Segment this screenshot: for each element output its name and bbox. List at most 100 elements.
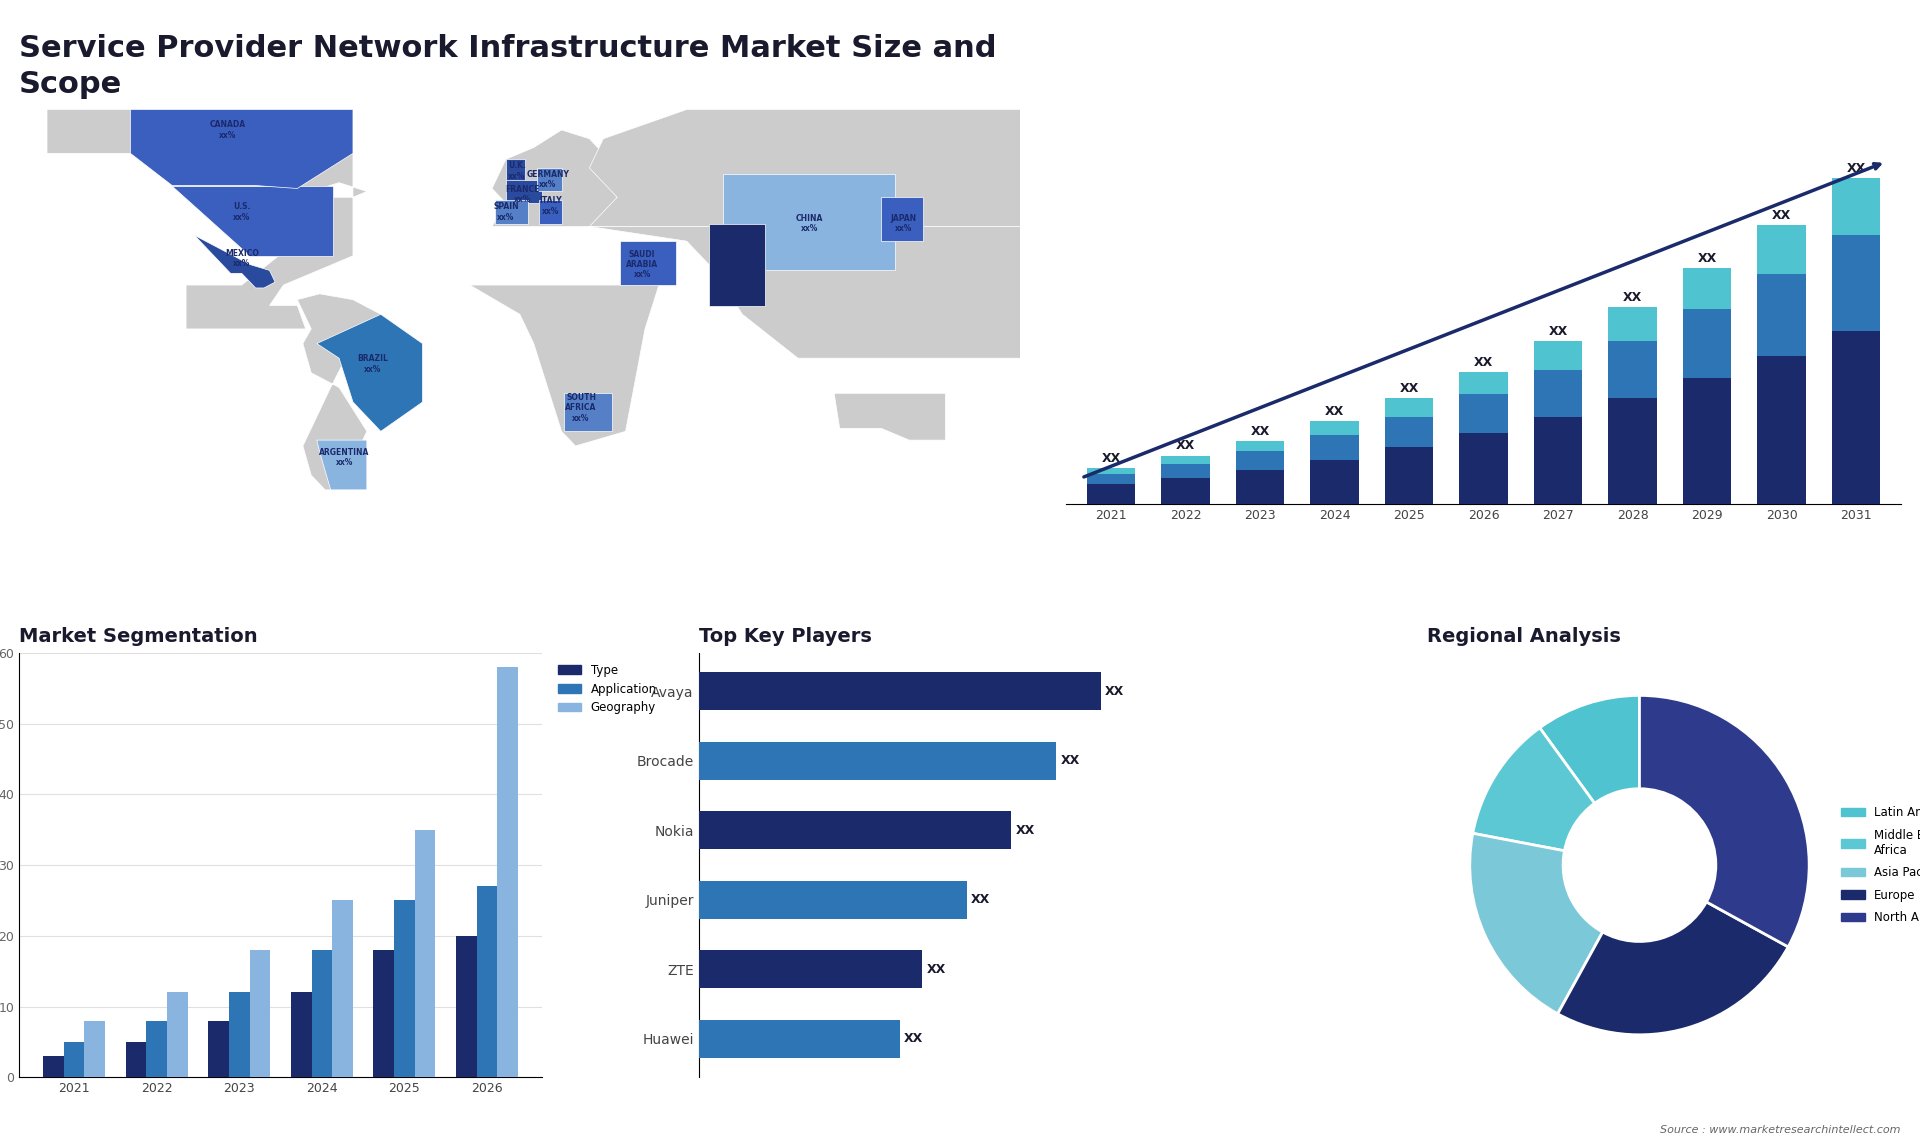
Polygon shape bbox=[507, 159, 526, 182]
Bar bbox=[167, 992, 188, 1077]
Text: Market Segmentation: Market Segmentation bbox=[19, 627, 257, 646]
Bar bbox=[311, 950, 332, 1077]
Bar bbox=[1459, 394, 1507, 433]
Text: BRAZIL
xx%: BRAZIL xx% bbox=[357, 354, 388, 374]
Wedge shape bbox=[1640, 696, 1809, 947]
Bar bbox=[250, 950, 271, 1077]
Bar bbox=[42, 1055, 63, 1077]
Text: XX: XX bbox=[927, 963, 947, 976]
Text: XX: XX bbox=[1622, 291, 1642, 304]
Bar bbox=[1236, 441, 1284, 452]
Text: XX: XX bbox=[1400, 383, 1419, 395]
Bar bbox=[457, 936, 476, 1077]
Bar bbox=[1162, 478, 1210, 504]
Bar bbox=[1534, 370, 1582, 417]
Bar bbox=[699, 673, 1100, 711]
Text: XX: XX bbox=[1847, 162, 1866, 175]
Bar bbox=[84, 1021, 106, 1077]
Polygon shape bbox=[317, 440, 367, 489]
Text: Service Provider Network Infrastructure Market Size and
Scope: Service Provider Network Infrastructure … bbox=[19, 34, 996, 100]
Polygon shape bbox=[131, 110, 353, 188]
Bar bbox=[1757, 355, 1807, 504]
Bar bbox=[1384, 399, 1434, 417]
Text: XX: XX bbox=[1016, 824, 1035, 837]
Text: CANADA
xx%: CANADA xx% bbox=[209, 120, 246, 140]
Bar bbox=[146, 1021, 167, 1077]
Text: JAPAN
xx%: JAPAN xx% bbox=[891, 214, 916, 234]
Text: XX: XX bbox=[1250, 425, 1269, 438]
Polygon shape bbox=[470, 285, 659, 446]
Bar bbox=[1832, 331, 1880, 504]
Wedge shape bbox=[1540, 696, 1640, 803]
Text: ARGENTINA
xx%: ARGENTINA xx% bbox=[319, 448, 371, 468]
Text: Source : www.marketresearchintellect.com: Source : www.marketresearchintellect.com bbox=[1661, 1124, 1901, 1135]
Text: XX: XX bbox=[1102, 452, 1121, 465]
Bar bbox=[476, 886, 497, 1077]
Text: XX: XX bbox=[1475, 356, 1494, 369]
Bar bbox=[394, 901, 415, 1077]
Text: CHINA
xx%: CHINA xx% bbox=[795, 214, 824, 234]
Text: ITALY
xx%: ITALY xx% bbox=[540, 196, 563, 215]
Bar bbox=[1534, 342, 1582, 370]
Bar bbox=[699, 811, 1012, 849]
Bar bbox=[1832, 235, 1880, 331]
Bar bbox=[415, 830, 436, 1077]
Polygon shape bbox=[833, 393, 945, 440]
Polygon shape bbox=[495, 201, 528, 223]
Text: SAUDI
ARABIA
xx%: SAUDI ARABIA xx% bbox=[626, 250, 659, 280]
Bar bbox=[497, 667, 518, 1077]
Polygon shape bbox=[298, 293, 380, 489]
Bar bbox=[699, 881, 966, 919]
Text: XX: XX bbox=[1697, 252, 1716, 265]
Text: GERMANY
xx%: GERMANY xx% bbox=[526, 170, 568, 189]
Bar bbox=[374, 950, 394, 1077]
Bar bbox=[1609, 342, 1657, 399]
Text: Top Key Players: Top Key Players bbox=[699, 627, 872, 646]
Polygon shape bbox=[724, 174, 895, 270]
Legend: Type, Application, Geography: Type, Application, Geography bbox=[553, 659, 662, 720]
Polygon shape bbox=[194, 235, 275, 288]
Text: XX: XX bbox=[1772, 209, 1791, 222]
Bar bbox=[1162, 464, 1210, 478]
Text: XX: XX bbox=[972, 894, 991, 906]
Text: XX: XX bbox=[1106, 685, 1125, 698]
Bar bbox=[1684, 268, 1732, 308]
Text: Regional Analysis: Regional Analysis bbox=[1427, 627, 1620, 646]
Bar bbox=[1684, 308, 1732, 378]
Bar bbox=[228, 992, 250, 1077]
Bar bbox=[1162, 455, 1210, 464]
Text: SPAIN
xx%: SPAIN xx% bbox=[493, 202, 518, 221]
Text: MARKET
RESEARCH
INTELLECT: MARKET RESEARCH INTELLECT bbox=[1763, 50, 1820, 86]
Polygon shape bbox=[492, 129, 616, 227]
Polygon shape bbox=[564, 393, 612, 431]
Bar bbox=[207, 1021, 228, 1077]
Polygon shape bbox=[589, 110, 1021, 227]
Polygon shape bbox=[317, 314, 422, 431]
Text: XX: XX bbox=[1175, 439, 1196, 453]
Polygon shape bbox=[507, 180, 541, 203]
Bar bbox=[1757, 225, 1807, 274]
Bar bbox=[1087, 474, 1135, 484]
Bar bbox=[1236, 452, 1284, 470]
Bar bbox=[1309, 421, 1359, 435]
Polygon shape bbox=[620, 241, 676, 285]
Bar bbox=[1309, 460, 1359, 504]
Bar bbox=[1087, 468, 1135, 474]
Text: SOUTH
AFRICA
xx%: SOUTH AFRICA xx% bbox=[564, 393, 597, 423]
Text: XX: XX bbox=[904, 1033, 924, 1045]
Bar bbox=[1384, 417, 1434, 447]
Bar bbox=[125, 1042, 146, 1077]
Polygon shape bbox=[536, 168, 561, 191]
Bar bbox=[1534, 417, 1582, 504]
Circle shape bbox=[1563, 788, 1716, 942]
Text: U.K.
xx%: U.K. xx% bbox=[509, 162, 526, 181]
Polygon shape bbox=[708, 223, 764, 306]
Bar bbox=[290, 992, 311, 1077]
Bar bbox=[1236, 470, 1284, 504]
Text: XX: XX bbox=[1548, 325, 1569, 338]
Wedge shape bbox=[1473, 728, 1596, 850]
Text: XX: XX bbox=[1060, 754, 1079, 768]
Text: U.S.
xx%: U.S. xx% bbox=[232, 202, 250, 221]
Bar bbox=[1087, 484, 1135, 504]
Bar bbox=[1684, 378, 1732, 504]
